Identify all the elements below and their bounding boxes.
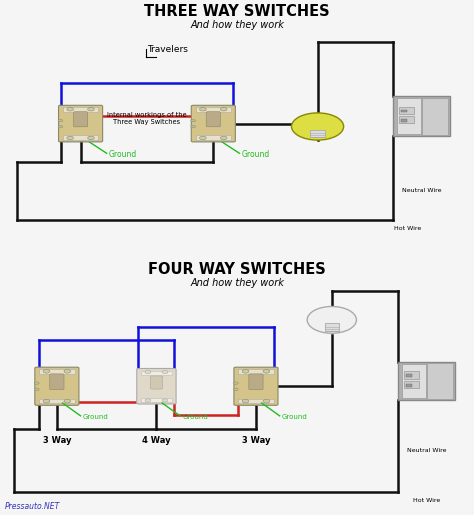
Bar bbox=[399, 116, 414, 123]
Text: Ground: Ground bbox=[109, 150, 137, 159]
Bar bbox=[406, 374, 412, 377]
Text: Hot Wire: Hot Wire bbox=[413, 499, 440, 503]
Circle shape bbox=[200, 136, 206, 140]
Text: Internal workings of the
Three Way Switches: Internal workings of the Three Way Switc… bbox=[107, 112, 187, 125]
Bar bbox=[404, 381, 419, 388]
Circle shape bbox=[43, 400, 50, 403]
FancyBboxPatch shape bbox=[150, 376, 163, 389]
Text: And how they work: And how they work bbox=[190, 278, 284, 288]
Circle shape bbox=[67, 108, 73, 111]
Bar bbox=[401, 110, 407, 112]
Text: Travelers: Travelers bbox=[147, 45, 188, 54]
Bar bbox=[325, 323, 339, 331]
Circle shape bbox=[191, 119, 196, 122]
Circle shape bbox=[88, 108, 94, 111]
Circle shape bbox=[242, 400, 249, 403]
Text: Ground: Ground bbox=[83, 414, 109, 420]
Bar bbox=[238, 369, 274, 374]
Circle shape bbox=[263, 400, 270, 403]
Bar bbox=[397, 98, 421, 134]
Bar bbox=[196, 135, 231, 140]
Bar bbox=[398, 362, 455, 401]
Text: 3 Way: 3 Way bbox=[43, 436, 71, 445]
Bar bbox=[422, 98, 448, 135]
Circle shape bbox=[200, 108, 206, 111]
Circle shape bbox=[64, 370, 71, 373]
Circle shape bbox=[88, 136, 94, 140]
FancyBboxPatch shape bbox=[35, 367, 79, 405]
Circle shape bbox=[34, 382, 39, 384]
Text: FOUR WAY SWITCHES: FOUR WAY SWITCHES bbox=[148, 262, 326, 277]
Bar bbox=[63, 135, 99, 140]
Circle shape bbox=[292, 113, 344, 140]
Circle shape bbox=[263, 370, 270, 373]
Bar bbox=[427, 363, 453, 399]
Bar bbox=[63, 107, 99, 112]
Bar bbox=[399, 107, 414, 114]
Circle shape bbox=[34, 388, 39, 390]
Circle shape bbox=[242, 370, 249, 373]
Text: THREE WAY SWITCHES: THREE WAY SWITCHES bbox=[144, 4, 330, 19]
Text: Pressauto.NET: Pressauto.NET bbox=[5, 502, 60, 511]
Circle shape bbox=[145, 399, 151, 402]
Circle shape bbox=[67, 136, 73, 140]
Bar bbox=[310, 130, 325, 138]
Text: Neutral Wire: Neutral Wire bbox=[407, 448, 447, 453]
Text: Ground: Ground bbox=[282, 414, 308, 420]
Text: Hot Wire: Hot Wire bbox=[394, 226, 421, 231]
Circle shape bbox=[234, 382, 238, 384]
Circle shape bbox=[162, 399, 168, 402]
Bar bbox=[401, 119, 407, 122]
Bar bbox=[140, 371, 173, 375]
Circle shape bbox=[191, 125, 196, 128]
Text: Ground: Ground bbox=[182, 414, 208, 420]
FancyBboxPatch shape bbox=[137, 369, 176, 404]
Circle shape bbox=[307, 306, 356, 333]
Circle shape bbox=[220, 136, 227, 140]
Bar bbox=[238, 399, 274, 403]
Circle shape bbox=[234, 388, 238, 390]
Circle shape bbox=[162, 371, 168, 374]
Bar bbox=[196, 107, 231, 112]
Bar bbox=[406, 384, 412, 387]
Circle shape bbox=[220, 108, 227, 111]
FancyBboxPatch shape bbox=[59, 105, 102, 142]
Text: Ground: Ground bbox=[242, 150, 270, 159]
FancyBboxPatch shape bbox=[50, 374, 64, 389]
FancyBboxPatch shape bbox=[206, 112, 220, 127]
FancyBboxPatch shape bbox=[73, 112, 88, 127]
Circle shape bbox=[58, 125, 63, 128]
Text: 4 Way: 4 Way bbox=[142, 436, 171, 445]
Bar bbox=[39, 399, 75, 403]
Circle shape bbox=[145, 371, 151, 374]
FancyBboxPatch shape bbox=[234, 367, 278, 405]
FancyBboxPatch shape bbox=[249, 374, 263, 389]
Text: And how they work: And how they work bbox=[190, 20, 284, 30]
Text: Neutral Wire: Neutral Wire bbox=[402, 188, 442, 193]
Bar bbox=[140, 398, 173, 402]
FancyBboxPatch shape bbox=[191, 105, 235, 142]
Bar bbox=[404, 371, 419, 379]
Circle shape bbox=[58, 119, 63, 122]
Circle shape bbox=[64, 400, 71, 403]
Bar bbox=[402, 364, 426, 399]
Bar bbox=[39, 369, 75, 374]
Bar bbox=[393, 96, 450, 136]
Text: 3 Way: 3 Way bbox=[242, 436, 270, 445]
Circle shape bbox=[43, 370, 50, 373]
